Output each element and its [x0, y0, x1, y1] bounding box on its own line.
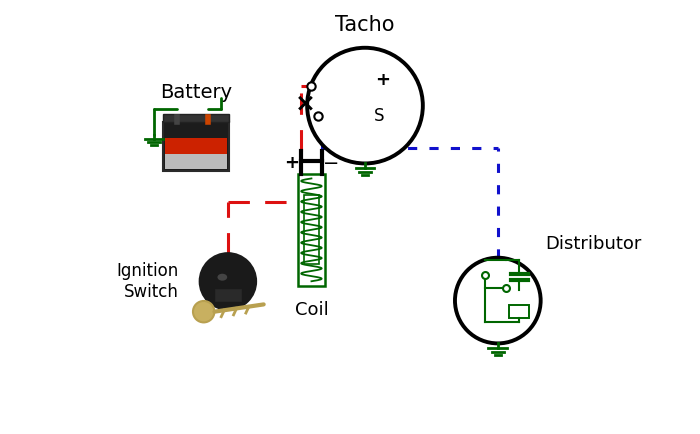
- Bar: [298, 174, 326, 286]
- Text: Battery: Battery: [160, 83, 232, 102]
- Circle shape: [200, 253, 256, 309]
- Text: Tacho: Tacho: [335, 15, 395, 35]
- Text: +: +: [374, 71, 390, 89]
- Text: ×: ×: [295, 92, 316, 115]
- Bar: [164, 138, 227, 154]
- Ellipse shape: [218, 274, 228, 281]
- Text: Coil: Coil: [295, 301, 328, 319]
- Bar: [304, 195, 319, 264]
- Text: Ignition
Switch: Ignition Switch: [116, 262, 178, 301]
- Text: S: S: [374, 107, 384, 125]
- Bar: [508, 305, 529, 318]
- Circle shape: [307, 48, 423, 164]
- Circle shape: [455, 258, 540, 343]
- Bar: [162, 122, 229, 171]
- Text: Distributor: Distributor: [545, 235, 641, 253]
- Bar: [214, 288, 241, 302]
- Bar: [162, 114, 229, 122]
- Bar: [164, 154, 227, 169]
- Text: −: −: [323, 154, 339, 173]
- Text: +: +: [284, 155, 299, 172]
- Circle shape: [193, 301, 214, 322]
